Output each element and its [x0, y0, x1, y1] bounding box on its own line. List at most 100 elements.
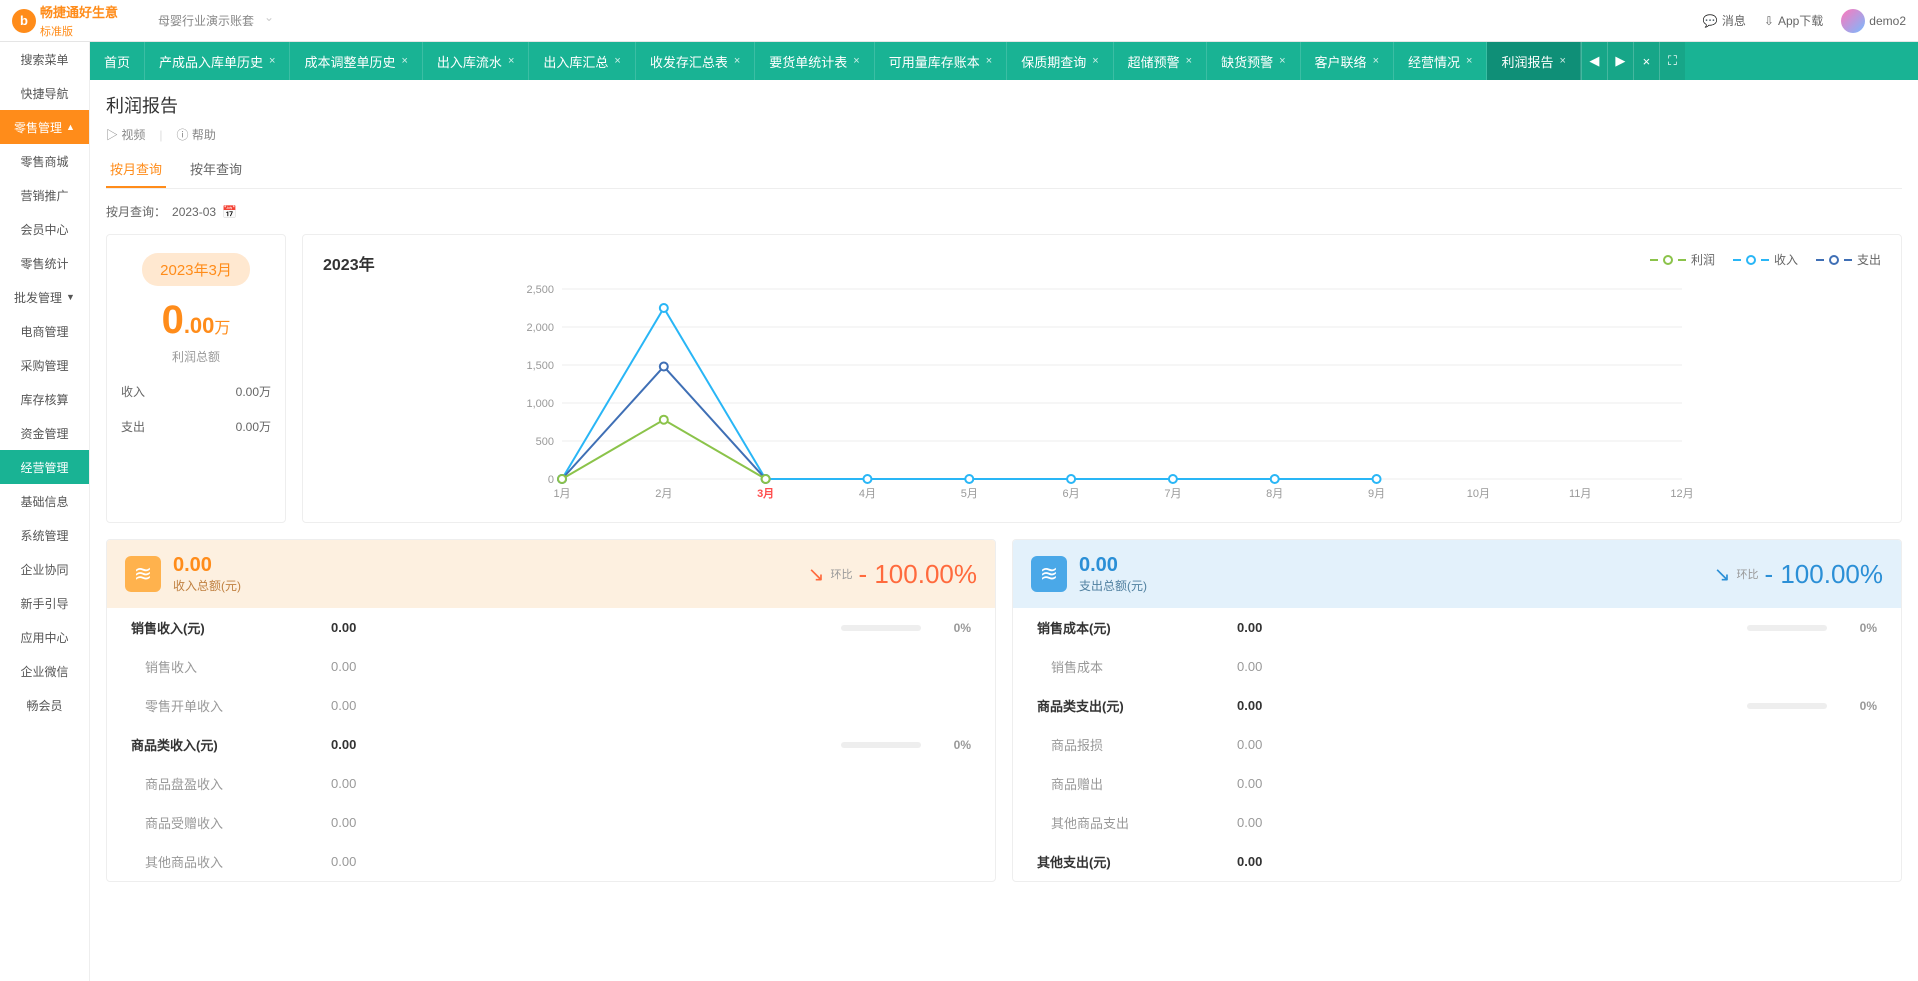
sidebar-item[interactable]: 基础信息	[0, 484, 89, 518]
tab[interactable]: 客户联络×	[1301, 42, 1394, 80]
page-body: 利润报告 ▷ 视频 | ⓘ 帮助 按月查询 按年查询 按月查询： 2023-03…	[90, 80, 1918, 981]
tab[interactable]: 成本调整单历史×	[290, 42, 422, 80]
detail-label: 其他支出(元)	[1037, 852, 1237, 871]
sidebar-item[interactable]: 采购管理	[0, 348, 89, 382]
sidebar-item[interactable]: 电商管理	[0, 314, 89, 348]
video-link[interactable]: ▷ 视频	[106, 126, 145, 143]
income-icon: ≋	[125, 556, 161, 592]
tab[interactable]: 超储预警×	[1114, 42, 1207, 80]
detail-label: 销售成本(元)	[1037, 618, 1237, 637]
detail-value: 0.00	[1237, 854, 1437, 869]
sidebar-item[interactable]: 畅会员	[0, 688, 89, 722]
detail-label: 其他商品收入	[131, 852, 331, 871]
tab[interactable]: 首页	[90, 42, 145, 80]
tab[interactable]: 缺货预警×	[1207, 42, 1300, 80]
user-menu[interactable]: demo2	[1841, 9, 1906, 33]
app-download-link[interactable]: ⇩ App下载	[1764, 12, 1823, 29]
close-icon[interactable]: ×	[1186, 55, 1192, 67]
svg-text:6月: 6月	[1063, 488, 1080, 500]
detail-value: 0.00	[1237, 698, 1437, 713]
sidebar-item[interactable]: 搜索菜单	[0, 42, 89, 76]
close-icon[interactable]: ×	[269, 55, 275, 67]
help-link[interactable]: ⓘ 帮助	[176, 126, 215, 143]
expense-rows: 销售成本(元)0.000%销售成本0.00商品类支出(元)0.000%商品报损0…	[1013, 608, 1901, 881]
close-icon[interactable]: ×	[853, 55, 859, 67]
close-icon[interactable]: ×	[1559, 55, 1565, 67]
tab[interactable]: 利润报告×	[1487, 42, 1580, 80]
close-icon[interactable]: ×	[401, 55, 407, 67]
line-chart: 05001,0001,5002,0002,5001月2月3月4月5月6月7月8月…	[323, 283, 1881, 503]
legend-item[interactable]: 收入	[1733, 251, 1798, 268]
svg-text:3月: 3月	[757, 487, 774, 500]
subtab-monthly[interactable]: 按月查询	[106, 151, 166, 188]
expense-pane: ≋ 0.00 支出总额(元) ↘ 环比 - 100.00% 销售成本(	[1012, 539, 1902, 882]
progress-bar	[841, 742, 921, 748]
legend-item[interactable]: 利润	[1650, 251, 1715, 268]
summary-label: 利润总额	[121, 348, 271, 365]
tab-control[interactable]: ⛶	[1659, 42, 1685, 80]
svg-text:2,000: 2,000	[526, 322, 554, 334]
detail-label: 商品赠出	[1037, 774, 1237, 793]
tab[interactable]: 经营情况×	[1394, 42, 1487, 80]
sidebar-item[interactable]: 零售管理▲	[0, 110, 89, 144]
detail-value: 0.00	[1237, 620, 1437, 635]
tab-control[interactable]: ×	[1633, 42, 1659, 80]
tab[interactable]: 保质期查询×	[1007, 42, 1113, 80]
income-pane: ≋ 0.00 收入总额(元) ↘ 环比 - 100.00% 销售收入(	[106, 539, 996, 882]
svg-text:11月: 11月	[1569, 488, 1591, 500]
close-icon[interactable]: ×	[1373, 55, 1379, 67]
tab[interactable]: 要货单统计表×	[755, 42, 874, 80]
sidebar-item[interactable]: 资金管理	[0, 416, 89, 450]
legend-item[interactable]: 支出	[1816, 251, 1881, 268]
close-icon[interactable]: ×	[734, 55, 740, 67]
sidebar-item[interactable]: 零售统计	[0, 246, 89, 280]
subtabs: 按月查询 按年查询	[106, 151, 1902, 189]
sidebar-item[interactable]: 营销推广	[0, 178, 89, 212]
sidebar-item[interactable]: 经营管理	[0, 450, 89, 484]
sidebar-item[interactable]: 系统管理	[0, 518, 89, 552]
trend-down-icon: ↘	[1714, 562, 1731, 587]
sidebar-item[interactable]: 库存核算	[0, 382, 89, 416]
close-icon[interactable]: ×	[508, 55, 514, 67]
detail-pct: 0%	[1837, 621, 1877, 635]
detail-value: 0.00	[331, 698, 531, 713]
messages-link[interactable]: 💬 消息	[1703, 12, 1746, 29]
summary-row-label: 支出	[121, 418, 145, 435]
tab-control[interactable]: ◀	[1581, 42, 1607, 80]
svg-text:500: 500	[536, 436, 554, 448]
tab[interactable]: 出入库汇总×	[529, 42, 635, 80]
account-selector[interactable]: 母婴行业演示账套	[138, 8, 274, 33]
tab[interactable]: 出入库流水×	[423, 42, 529, 80]
sidebar-item[interactable]: 零售商城	[0, 144, 89, 178]
filter-value[interactable]: 2023-03	[172, 205, 216, 219]
close-icon[interactable]: ×	[1279, 55, 1285, 67]
sidebar-item[interactable]: 应用中心	[0, 620, 89, 654]
sidebar-item[interactable]: 新手引导	[0, 586, 89, 620]
filter-label: 按月查询：	[106, 203, 166, 220]
summary-row-value: 0.00万	[236, 418, 271, 435]
page-links: ▷ 视频 | ⓘ 帮助	[106, 126, 1902, 143]
detail-value: 0.00	[331, 659, 531, 674]
sidebar-item[interactable]: 批发管理▼	[0, 280, 89, 314]
tab[interactable]: 收发存汇总表×	[636, 42, 755, 80]
summary-period: 2023年3月	[142, 253, 250, 286]
expense-pct: - 100.00%	[1764, 559, 1883, 590]
sidebar-item[interactable]: 企业微信	[0, 654, 89, 688]
tab[interactable]: 产成品入库单历史×	[145, 42, 290, 80]
close-icon[interactable]: ×	[614, 55, 620, 67]
subtab-yearly[interactable]: 按年查询	[186, 151, 246, 188]
tab[interactable]: 可用量库存账本×	[875, 42, 1007, 80]
close-icon[interactable]: ×	[986, 55, 992, 67]
close-icon[interactable]: ×	[1466, 55, 1472, 67]
detail-value: 0.00	[331, 854, 531, 869]
sidebar-item[interactable]: 快捷导航	[0, 76, 89, 110]
summary-row-value: 0.00万	[236, 383, 271, 400]
app-download-label: App下载	[1778, 12, 1823, 29]
sidebar-item[interactable]: 企业协同	[0, 552, 89, 586]
sidebar-item[interactable]: 会员中心	[0, 212, 89, 246]
calendar-icon[interactable]: 📅	[222, 205, 237, 219]
svg-text:10月: 10月	[1467, 488, 1490, 500]
tab-control[interactable]: ▶	[1607, 42, 1633, 80]
close-icon[interactable]: ×	[1092, 55, 1098, 67]
income-total: 0.00	[173, 554, 241, 577]
